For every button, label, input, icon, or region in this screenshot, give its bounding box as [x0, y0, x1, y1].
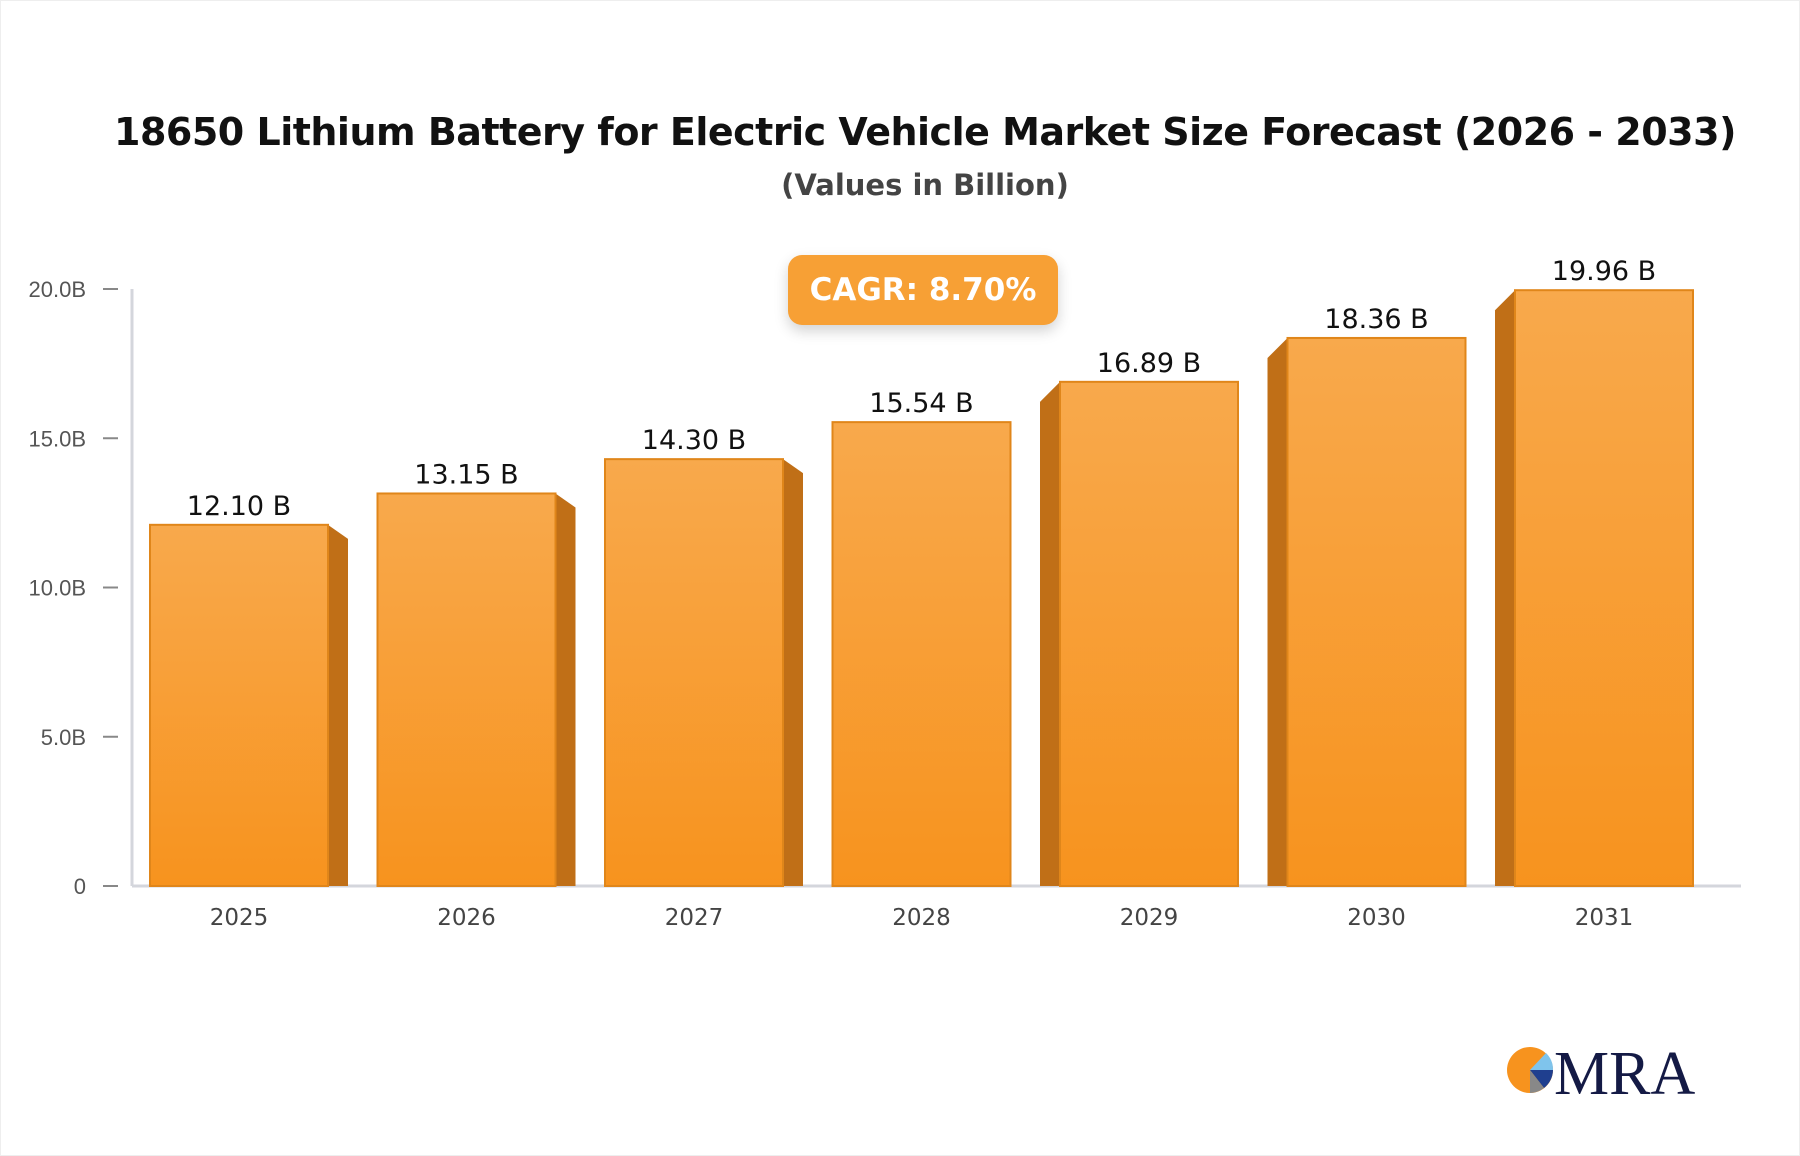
bar-side — [1495, 290, 1515, 887]
data-label: 12.10 B — [187, 491, 291, 522]
x-tick-label: 2029 — [1120, 905, 1179, 931]
chart-title: 18650 Lithium Battery for Electric Vehic… — [114, 110, 1736, 154]
chart-subtitle: (Values in Billion) — [781, 168, 1069, 202]
bar — [831, 421, 1012, 887]
x-tick-label: 2028 — [892, 905, 951, 931]
data-label: 14.30 B — [642, 425, 746, 456]
mra-logo: MRA — [1506, 1040, 1706, 1100]
x-tick-label: 2027 — [665, 905, 724, 931]
bar — [1286, 336, 1467, 888]
data-label: 13.15 B — [414, 459, 518, 490]
y-tick-label: 5.0B — [41, 725, 86, 750]
bar — [1514, 289, 1694, 888]
bar — [149, 523, 329, 887]
cagr-badge: CAGR: 8.70% — [788, 255, 1058, 325]
bar — [1059, 380, 1239, 887]
x-tick-label: 2025 — [210, 905, 269, 931]
bar-side — [555, 493, 576, 886]
bar-side — [783, 459, 803, 886]
y-tick-label: 10.0B — [29, 576, 87, 601]
y-tick-label: 0 — [74, 874, 86, 899]
bar-side — [1267, 337, 1288, 887]
x-tick-label: 2030 — [1347, 905, 1406, 931]
bar — [376, 492, 557, 887]
x-tick-label: 2026 — [437, 905, 496, 931]
bar-side — [1040, 381, 1060, 886]
data-label: 16.89 B — [1097, 348, 1201, 379]
y-tick-label: 15.0B — [29, 426, 87, 451]
x-tick-label: 2031 — [1575, 905, 1634, 931]
data-label: 19.96 B — [1552, 256, 1656, 287]
y-tick-label: 20.0B — [29, 277, 87, 302]
bar — [604, 458, 784, 887]
logo-text: MRA — [1554, 1040, 1695, 1100]
data-label: 15.54 B — [869, 388, 973, 419]
data-label: 18.36 B — [1324, 304, 1428, 335]
bar-side — [328, 524, 348, 886]
